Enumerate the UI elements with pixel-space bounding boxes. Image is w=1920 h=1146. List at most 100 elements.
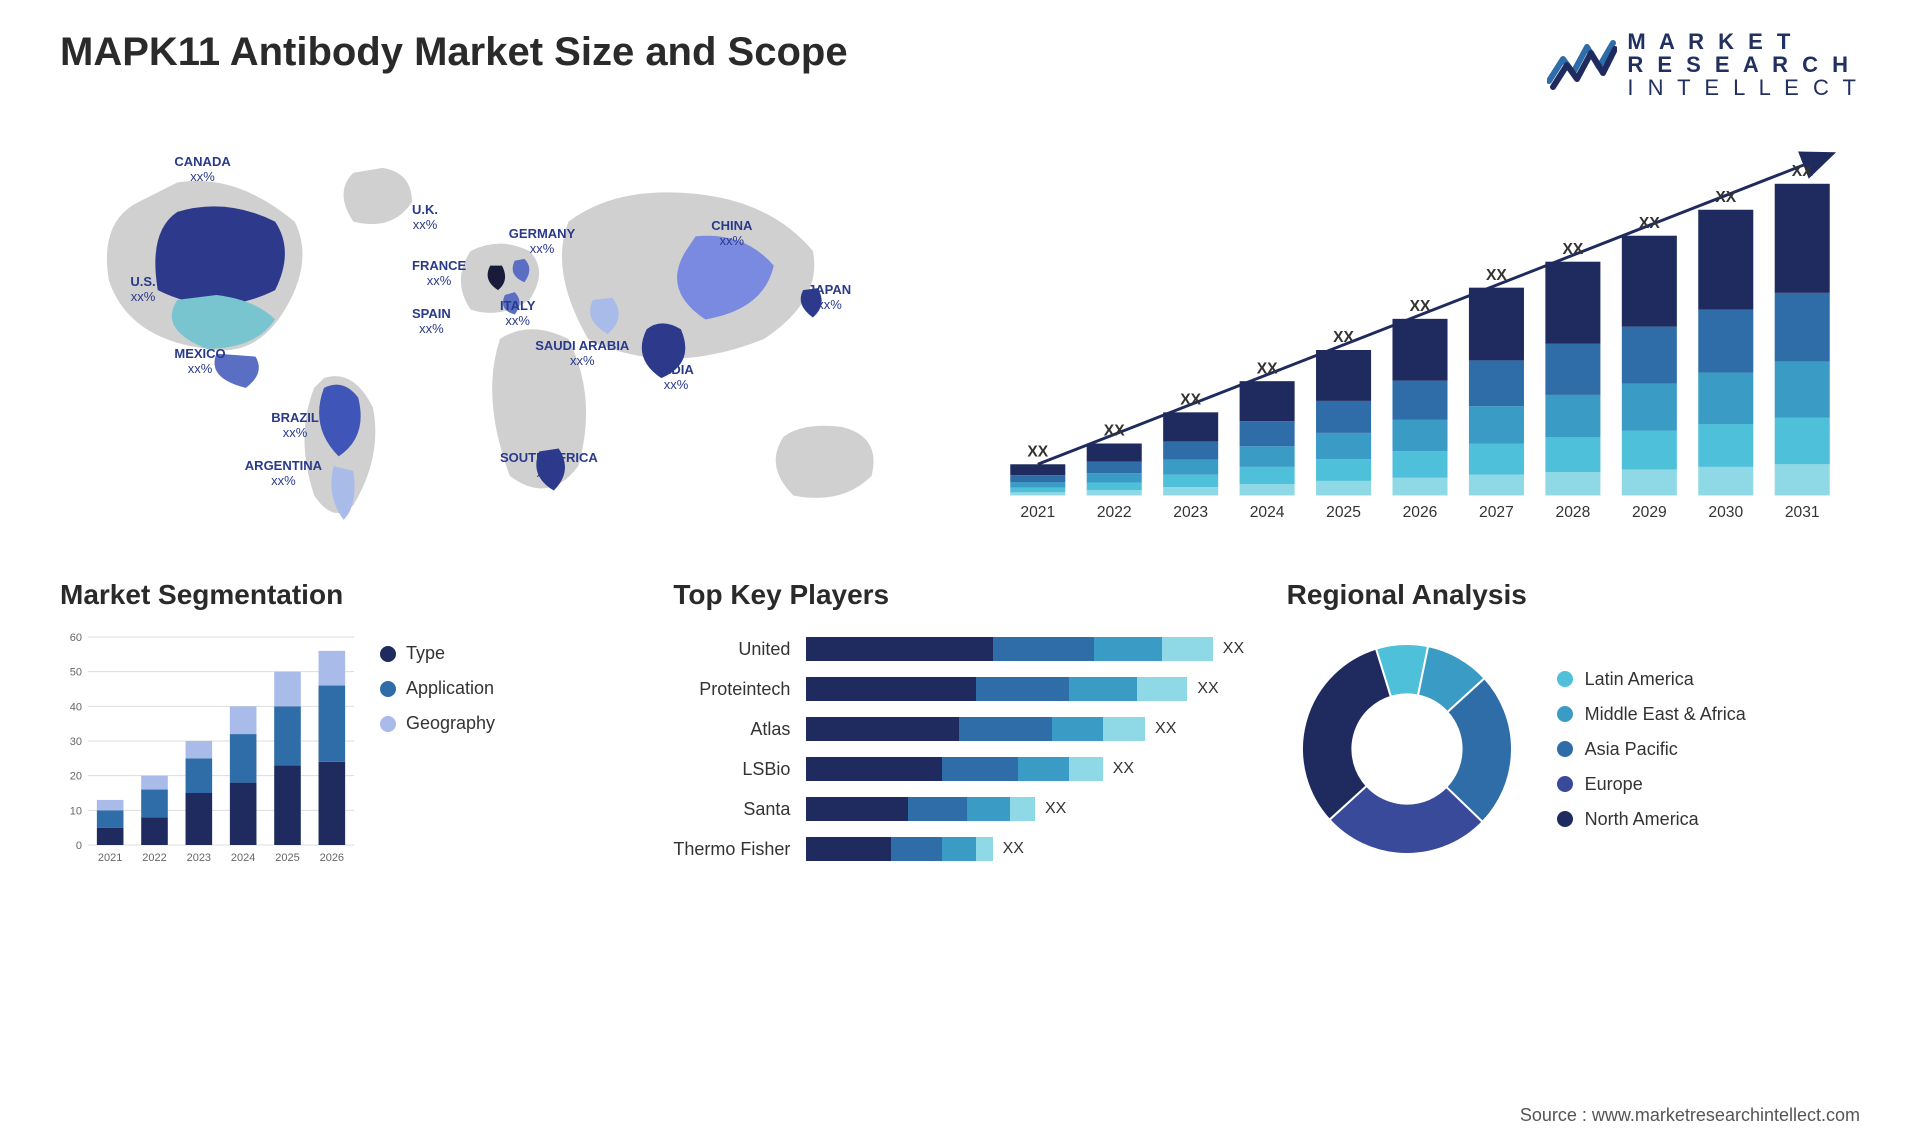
- player-label: Atlas: [673, 709, 790, 749]
- map-label: GERMANYxx%: [509, 227, 575, 256]
- map-label: SPAINxx%: [412, 307, 451, 336]
- svg-text:XX: XX: [1027, 444, 1048, 461]
- segmentation-title: Market Segmentation: [60, 579, 633, 611]
- player-bar-row: XX: [806, 629, 1246, 669]
- legend-item: Asia Pacific: [1557, 739, 1746, 760]
- svg-text:30: 30: [70, 736, 82, 748]
- map-label: SAUDI ARABIAxx%: [535, 339, 629, 368]
- svg-text:2026: 2026: [320, 852, 344, 864]
- player-label: Thermo Fisher: [673, 829, 790, 869]
- player-bar-segment: [806, 717, 958, 741]
- player-value: XX: [1113, 760, 1134, 778]
- legend-item: Application: [380, 678, 495, 699]
- player-bar: [806, 677, 1187, 701]
- player-value: XX: [1045, 800, 1066, 818]
- regional-panel: Regional Analysis Latin AmericaMiddle Ea…: [1287, 579, 1860, 869]
- main-bar-svg: XX2021XX2022XX2023XX2024XX2025XX2026XX20…: [980, 139, 1860, 539]
- player-bar-segment: [1010, 797, 1035, 821]
- player-bar-segment: [959, 717, 1052, 741]
- player-bar-segment: [806, 797, 908, 821]
- bottom-row: Market Segmentation 01020304050602021202…: [60, 579, 1860, 869]
- player-bar-segment: [1069, 757, 1103, 781]
- legend-item: Middle East & Africa: [1557, 704, 1746, 725]
- player-bar: [806, 757, 1102, 781]
- player-label: Santa: [673, 789, 790, 829]
- player-bar-segment: [1162, 637, 1213, 661]
- map-label: SOUTH AFRICAxx%: [500, 451, 598, 480]
- legend-item: Type: [380, 643, 495, 664]
- player-bar: [806, 637, 1212, 661]
- player-bar-segment: [806, 837, 891, 861]
- logo-icon: [1547, 37, 1617, 93]
- player-value: XX: [1223, 640, 1244, 658]
- player-bar-segment: [1094, 637, 1162, 661]
- map-label: CHINAxx%: [711, 219, 752, 248]
- regional-legend: Latin AmericaMiddle East & AfricaAsia Pa…: [1557, 655, 1746, 844]
- svg-text:2026: 2026: [1403, 504, 1438, 521]
- player-bar-segment: [891, 837, 942, 861]
- svg-text:2025: 2025: [1326, 504, 1361, 521]
- svg-text:XX: XX: [1104, 423, 1125, 440]
- segmentation-legend: TypeApplicationGeography: [380, 629, 495, 748]
- player-bar-row: XX: [806, 829, 1246, 869]
- logo-text: M A R K E T R E S E A R C H I N T E L L …: [1627, 30, 1860, 99]
- segmentation-panel: Market Segmentation 01020304050602021202…: [60, 579, 633, 869]
- svg-text:2023: 2023: [187, 852, 211, 864]
- svg-text:0: 0: [76, 840, 82, 852]
- svg-text:2025: 2025: [275, 852, 299, 864]
- svg-text:2022: 2022: [142, 852, 166, 864]
- svg-text:2028: 2028: [1556, 504, 1591, 521]
- svg-text:XX: XX: [1180, 392, 1201, 409]
- svg-text:2024: 2024: [1250, 504, 1285, 521]
- svg-text:2029: 2029: [1632, 504, 1667, 521]
- legend-item: North America: [1557, 809, 1746, 830]
- player-bar-row: XX: [806, 709, 1246, 749]
- top-row: CANADAxx%U.S.xx%MEXICOxx%BRAZILxx%ARGENT…: [60, 139, 1860, 539]
- players-labels: UnitedProteintechAtlasLSBioSantaThermo F…: [673, 629, 790, 869]
- player-bar-segment: [806, 757, 941, 781]
- svg-text:2021: 2021: [98, 852, 122, 864]
- player-bar-segment: [967, 797, 1009, 821]
- svg-text:2031: 2031: [1785, 504, 1820, 521]
- legend-item: Europe: [1557, 774, 1746, 795]
- svg-text:XX: XX: [1639, 215, 1660, 232]
- player-bar: [806, 837, 992, 861]
- page-title: MAPK11 Antibody Market Size and Scope: [60, 30, 848, 75]
- svg-text:50: 50: [70, 667, 82, 679]
- player-value: XX: [1197, 680, 1218, 698]
- svg-text:XX: XX: [1333, 329, 1354, 346]
- player-label: United: [673, 629, 790, 669]
- svg-text:2022: 2022: [1097, 504, 1132, 521]
- svg-text:XX: XX: [1410, 298, 1431, 315]
- player-value: XX: [1003, 840, 1024, 858]
- player-bar-row: XX: [806, 669, 1246, 709]
- source-label: Source : www.marketresearchintellect.com: [1520, 1105, 1860, 1126]
- svg-text:2030: 2030: [1708, 504, 1743, 521]
- svg-text:XX: XX: [1486, 267, 1507, 284]
- player-bar-segment: [942, 757, 1018, 781]
- map-label: MEXICOxx%: [174, 347, 225, 376]
- world-map: CANADAxx%U.S.xx%MEXICOxx%BRAZILxx%ARGENT…: [60, 139, 940, 539]
- svg-text:XX: XX: [1257, 361, 1278, 378]
- main-bar-chart: XX2021XX2022XX2023XX2024XX2025XX2026XX20…: [980, 139, 1860, 539]
- map-label: U.K.xx%: [412, 203, 438, 232]
- svg-text:10: 10: [70, 806, 82, 818]
- player-label: LSBio: [673, 749, 790, 789]
- player-bar: [806, 797, 1035, 821]
- logo: M A R K E T R E S E A R C H I N T E L L …: [1547, 30, 1860, 99]
- regional-title: Regional Analysis: [1287, 579, 1860, 611]
- player-bar-segment: [976, 677, 1069, 701]
- player-value: XX: [1155, 720, 1176, 738]
- player-bar-segment: [1137, 677, 1188, 701]
- player-bar-segment: [1018, 757, 1069, 781]
- player-label: Proteintech: [673, 669, 790, 709]
- player-bar-segment: [908, 797, 967, 821]
- svg-text:2027: 2027: [1479, 504, 1514, 521]
- players-bars: XX XX XX XX XX XX: [806, 629, 1246, 869]
- player-bar-segment: [1069, 677, 1137, 701]
- player-bar-segment: [942, 837, 976, 861]
- player-bar-segment: [993, 637, 1095, 661]
- svg-text:2023: 2023: [1173, 504, 1208, 521]
- players-title: Top Key Players: [673, 579, 1246, 611]
- map-label: CANADAxx%: [174, 155, 230, 184]
